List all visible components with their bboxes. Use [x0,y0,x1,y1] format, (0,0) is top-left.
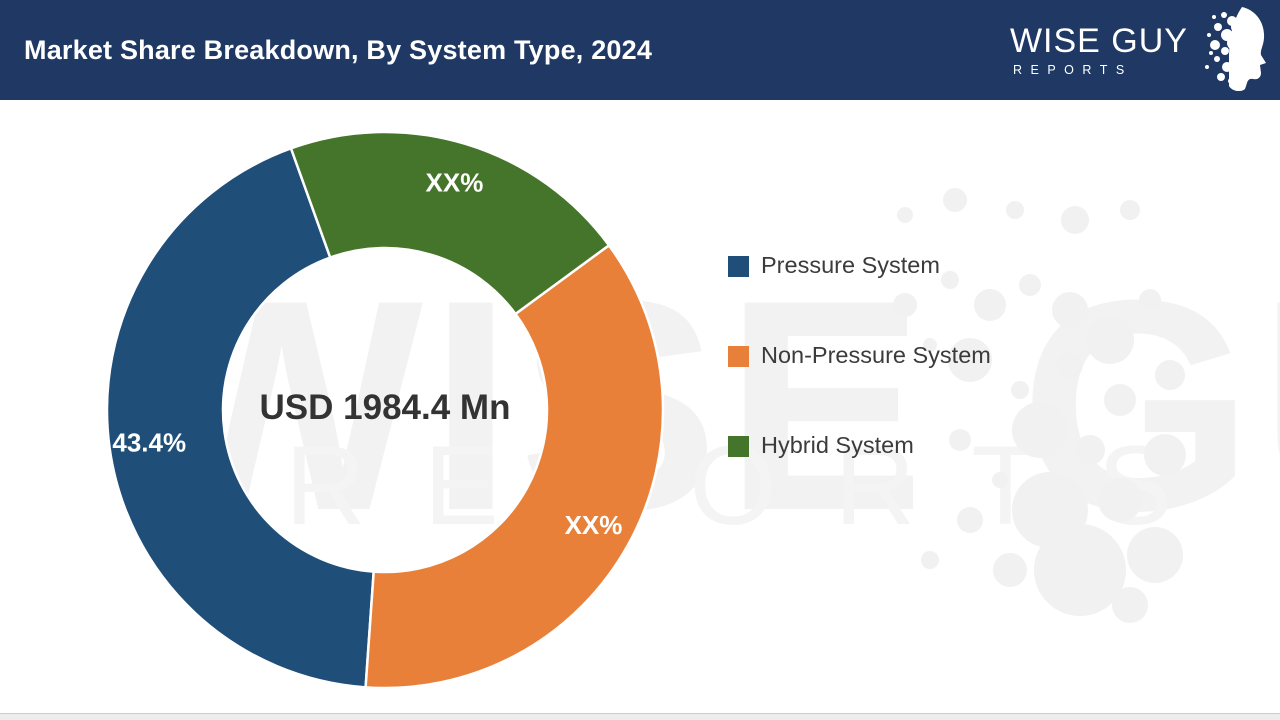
chart-area: WISE GUY REPORTS [0,100,1280,713]
watermark-face-icon [865,155,1195,630]
donut-slice-pressure-system [105,146,376,689]
wiseguy-logo: WISE GUY REPORTS [1010,5,1266,96]
donut-slice-non-pressure-system [364,243,665,690]
logo-subtitle: REPORTS [1012,62,1133,77]
legend-swatch-icon [728,345,749,367]
page-title: Market Share Breakdown, By System Type, … [24,34,653,65]
chart-legend: Pressure System Non-Pressure System Hybrid… [728,252,991,522]
legend-item-non-pressure-system: Non-Pressure System [728,342,991,370]
wiseguy-face-icon [1190,5,1266,96]
chart-center-value: USD 1984.4 Mn [259,388,511,427]
legend-swatch-icon [728,435,749,457]
legend-label: Hybrid System [761,432,914,459]
legend-swatch-icon [728,255,749,277]
logo-wordmark: WISE GUY [1009,21,1188,60]
slice-label-non-pressure-system: XX% [565,510,623,540]
slice-label-pressure-system: 43.4% [112,428,186,458]
watermark-wordmark: WISE GUY [140,237,1280,573]
donut-chart: 43.4% XX% XX% [105,130,665,690]
legend-item-hybrid-system: Hybrid System [728,432,991,460]
legend-label: Pressure System [761,252,940,279]
slice-label-hybrid-system: XX% [426,167,484,197]
legend-item-pressure-system: Pressure System [728,252,991,280]
footer-strip [0,714,1280,720]
legend-label: Non-Pressure System [761,342,991,369]
footer-divider [0,713,1280,714]
donut-slice-hybrid-system [289,130,611,316]
wiseguy-logo-text: WISE GUY REPORTS [1010,24,1188,77]
header-bar: Market Share Breakdown, By System Type, … [0,0,1280,100]
